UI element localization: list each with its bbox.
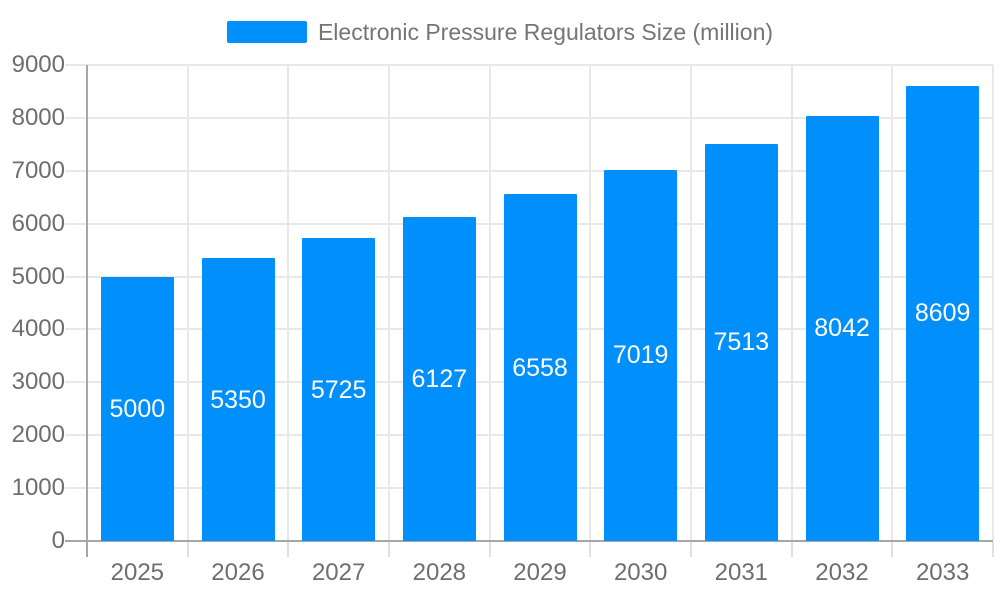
x-gridline (589, 65, 592, 541)
y-axis-label: 4000 (11, 315, 65, 343)
y-gridline (65, 169, 993, 172)
bar-value-label: 6558 (512, 353, 568, 382)
x-tick (690, 542, 692, 557)
x-gridline (186, 65, 189, 541)
y-gridline (65, 64, 993, 66)
legend-label: Electronic Pressure Regulators Size (mil… (317, 19, 774, 45)
x-axis-label: 2025 (110, 559, 165, 586)
x-axis-label: 2033 (915, 559, 970, 586)
y-axis-label: 7000 (11, 156, 65, 184)
bar-2025[interactable] (100, 276, 174, 541)
y-axis-label: 2000 (11, 421, 65, 449)
bar-2031[interactable] (704, 143, 778, 541)
x-gridline (790, 65, 793, 541)
bar-2033[interactable] (906, 85, 980, 541)
bar-value-label: 8609 (914, 299, 971, 328)
x-axis-label: 2029 (513, 559, 567, 586)
x-gridline (891, 65, 894, 541)
bar-2029[interactable] (503, 194, 577, 541)
bar-2027[interactable] (302, 238, 376, 541)
bar-value-label: 5000 (109, 394, 166, 423)
y-axis-line (86, 65, 88, 557)
y-axis-label: 3000 (11, 368, 65, 396)
bar-value-label: 7019 (612, 341, 669, 370)
bar-value-label: 8042 (814, 314, 870, 343)
bar-2032[interactable] (805, 115, 879, 541)
x-gridline (992, 65, 994, 541)
bar-2030[interactable] (604, 169, 678, 541)
y-axis-label: 9000 (11, 51, 65, 78)
bar-value-label: 5725 (310, 375, 367, 404)
y-axis-label: 6000 (11, 209, 65, 237)
x-gridline (690, 65, 692, 541)
x-axis-label: 2028 (412, 559, 467, 586)
x-axis-label: 2030 (613, 559, 668, 586)
x-tick (790, 542, 793, 557)
y-axis-label: 5000 (11, 262, 65, 290)
y-axis-label: 0 (51, 527, 65, 554)
y-axis-label: 8000 (11, 103, 65, 131)
x-axis-label: 2031 (714, 559, 769, 586)
x-axis-line (65, 540, 993, 542)
x-tick (186, 542, 189, 557)
legend-swatch (226, 21, 307, 43)
bar-2028[interactable] (402, 216, 476, 541)
x-axis-label: 2026 (211, 559, 265, 586)
x-tick (488, 542, 491, 557)
x-tick (388, 542, 390, 557)
x-gridline (287, 65, 290, 541)
x-tick (589, 542, 592, 557)
bar-value-label: 5350 (210, 385, 266, 414)
bar-value-label: 7513 (713, 328, 770, 357)
x-axis-label: 2027 (311, 559, 366, 586)
x-tick (287, 542, 290, 557)
legend-item[interactable]: Electronic Pressure Regulators Size (mil… (0, 19, 1000, 45)
x-axis-label: 2032 (815, 559, 869, 586)
bar-2026[interactable] (201, 258, 275, 541)
x-tick (992, 542, 994, 557)
x-gridline (488, 65, 491, 541)
y-gridline (65, 116, 993, 119)
x-tick (891, 542, 894, 557)
y-axis-label: 1000 (11, 474, 65, 502)
x-gridline (388, 65, 390, 541)
bar-value-label: 6127 (411, 364, 468, 393)
